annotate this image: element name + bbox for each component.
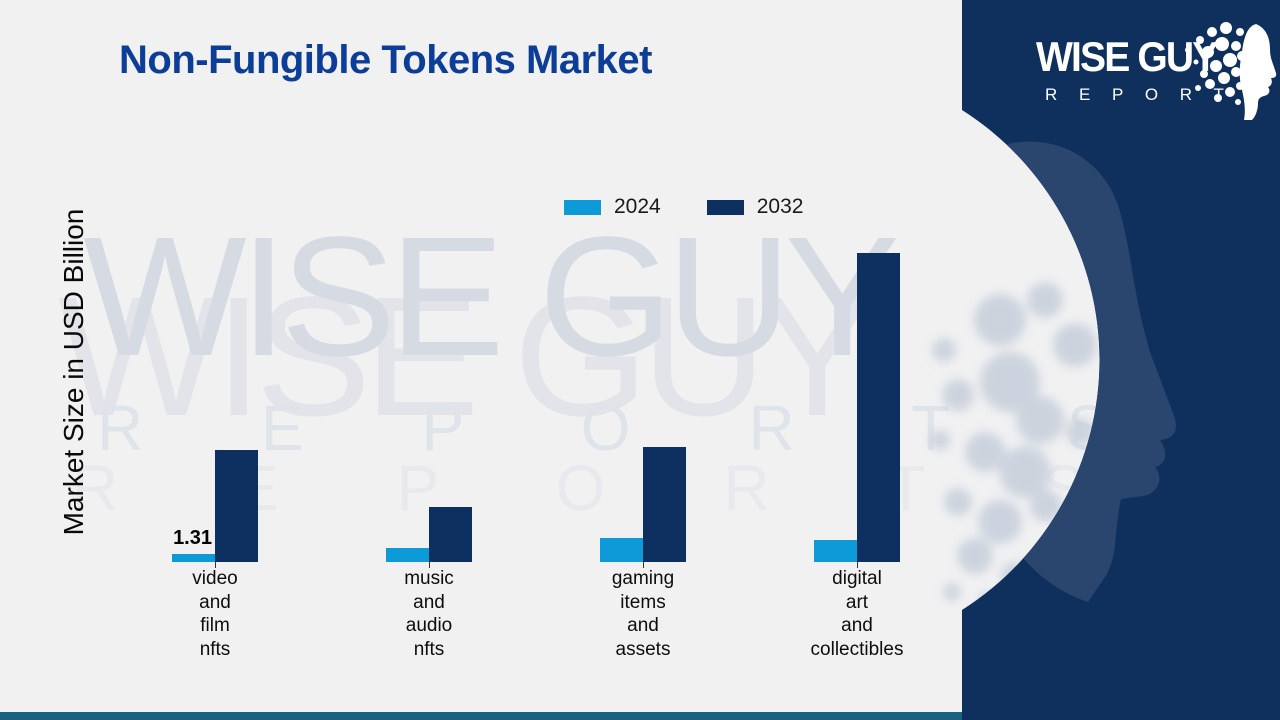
- y-axis-label: Market Size in USD Billion: [58, 208, 89, 536]
- logo-wordmark: WISE GUY: [1036, 33, 1218, 80]
- x-axis-tick: [428, 562, 430, 568]
- data-label: 1.31: [173, 527, 212, 549]
- category-label: gaming items and assets: [611, 568, 675, 660]
- bar-2032: [215, 450, 258, 562]
- x-axis-tick: [856, 562, 858, 568]
- bar-2024: [172, 554, 215, 562]
- legend-label: 2024: [614, 195, 661, 218]
- category-label: music and audio nfts: [404, 568, 454, 660]
- legend-label: 2032: [756, 195, 804, 218]
- legend-swatch-2032: [706, 199, 744, 215]
- logo-face-icon: [1185, 22, 1277, 120]
- legend-item-2024: 2024: [564, 195, 661, 219]
- category-label: video and film nfts: [192, 568, 238, 660]
- x-axis-tick: [214, 562, 216, 568]
- bar-2032: [643, 447, 686, 562]
- x-axis-tick: [642, 562, 644, 568]
- chart-title: Non-Fungible Tokens Market: [119, 38, 652, 82]
- legend: 2024 2032: [564, 195, 803, 219]
- bar-2032: [429, 507, 472, 562]
- category-label: digital art and collectibles: [810, 568, 904, 660]
- logo-reports: R E P O R T S: [1045, 85, 1266, 104]
- bar-2032: [857, 253, 900, 562]
- legend-item-2032: 2032: [706, 195, 804, 219]
- bar-2024: [600, 538, 643, 562]
- bar-2024: [386, 548, 429, 562]
- brand-logo: WISE GUY R E P O R T S: [1036, 36, 1265, 105]
- legend-swatch-2024: [564, 199, 601, 215]
- bar-2024: [814, 540, 857, 562]
- footer-accent-bar: [0, 712, 1280, 720]
